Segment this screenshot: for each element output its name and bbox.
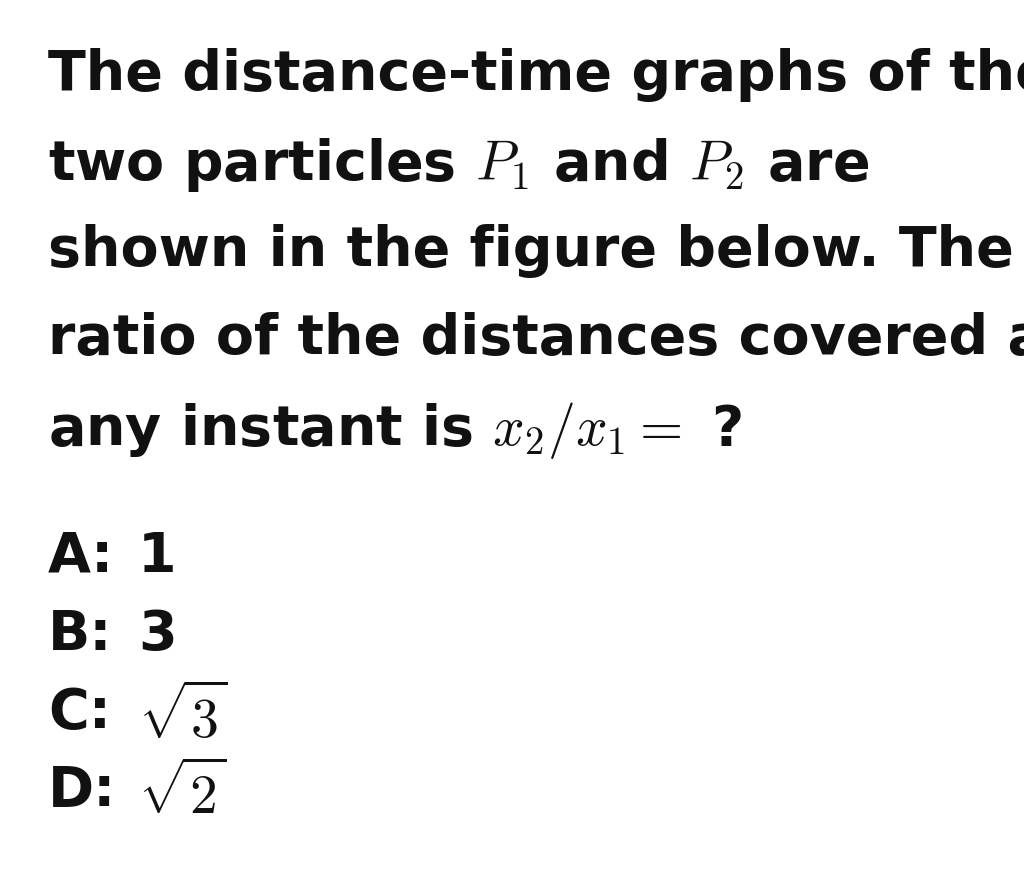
Text: $\sqrt{3}$: $\sqrt{3}$ (138, 686, 227, 750)
Text: any instant is $x_2/x_1 = $ ?: any instant is $x_2/x_1 = $ ? (48, 400, 742, 461)
Text: C:: C: (48, 686, 111, 740)
Text: shown in the figure below. The: shown in the figure below. The (48, 224, 1014, 278)
Text: B:: B: (48, 608, 113, 662)
Text: $\sqrt{2}$: $\sqrt{2}$ (138, 764, 226, 825)
Text: 1: 1 (138, 530, 176, 584)
Text: 3: 3 (138, 608, 176, 662)
Text: D:: D: (48, 764, 117, 818)
Text: two particles $\mathit{P}_1$ and $\mathit{P}_2$ are: two particles $\mathit{P}_1$ and $\mathi… (48, 136, 869, 194)
Text: The distance-time graphs of the: The distance-time graphs of the (48, 48, 1024, 102)
Text: ratio of the distances covered at: ratio of the distances covered at (48, 312, 1024, 366)
Text: A:: A: (48, 530, 115, 584)
